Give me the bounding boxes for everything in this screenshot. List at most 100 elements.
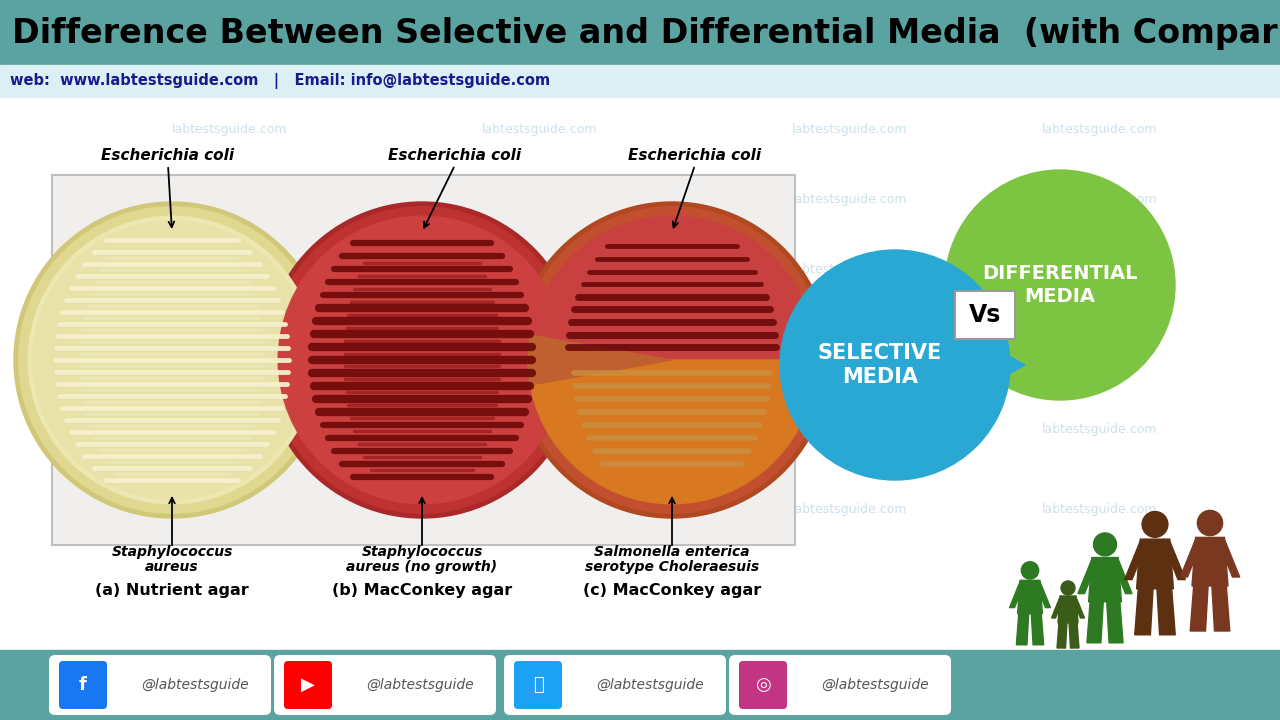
- Text: labtestsguide.com: labtestsguide.com: [1042, 423, 1157, 436]
- Text: labtestsguide.com: labtestsguide.com: [792, 503, 908, 516]
- Text: Escherichia coli: Escherichia coli: [628, 148, 762, 163]
- Polygon shape: [1212, 584, 1230, 631]
- Text: labtestsguide.com: labtestsguide.com: [792, 264, 908, 276]
- Polygon shape: [1087, 600, 1103, 643]
- Bar: [52, 175, 795, 545]
- Bar: [0, 650, 1280, 720]
- Circle shape: [1021, 562, 1038, 579]
- Polygon shape: [1137, 539, 1174, 589]
- Polygon shape: [1162, 541, 1185, 580]
- Circle shape: [264, 202, 580, 518]
- Circle shape: [19, 207, 325, 513]
- Polygon shape: [1036, 582, 1051, 608]
- Polygon shape: [1180, 539, 1203, 577]
- Text: labtestsguide.com: labtestsguide.com: [1042, 194, 1157, 207]
- Circle shape: [1197, 510, 1222, 536]
- Text: Staphylococcus: Staphylococcus: [111, 545, 233, 559]
- Polygon shape: [1018, 580, 1042, 613]
- Bar: [0, 65, 1280, 97]
- Circle shape: [780, 250, 1010, 480]
- Text: labtestsguide.com: labtestsguide.com: [1042, 124, 1157, 137]
- Text: labtestsguide.com: labtestsguide.com: [792, 194, 908, 207]
- Polygon shape: [1192, 537, 1228, 586]
- Text: @labtestsguide: @labtestsguide: [822, 678, 929, 692]
- Polygon shape: [1059, 596, 1078, 623]
- Text: labtestsguide.com: labtestsguide.com: [483, 124, 598, 137]
- Text: labtestsguide.com: labtestsguide.com: [173, 503, 288, 516]
- FancyBboxPatch shape: [739, 661, 787, 709]
- Text: labtestsguide.com: labtestsguide.com: [173, 124, 288, 137]
- Text: labtestsguide.com: labtestsguide.com: [173, 343, 288, 356]
- Polygon shape: [1016, 613, 1029, 645]
- Text: (b) MacConkey agar: (b) MacConkey agar: [332, 582, 512, 598]
- Text: Salmonella enterica: Salmonella enterica: [594, 545, 750, 559]
- Text: labtestsguide.com: labtestsguide.com: [792, 343, 908, 356]
- Polygon shape: [1111, 559, 1132, 593]
- Text: Staphylococcus: Staphylococcus: [361, 545, 483, 559]
- Text: ▶: ▶: [301, 676, 315, 694]
- Polygon shape: [1051, 597, 1064, 618]
- Bar: [0, 0, 1280, 65]
- FancyBboxPatch shape: [730, 655, 951, 715]
- Text: labtestsguide.com: labtestsguide.com: [483, 264, 598, 276]
- Polygon shape: [1032, 613, 1043, 645]
- Polygon shape: [1217, 539, 1240, 577]
- Text: web:  www.labtestsguide.com   |   Email: info@labtestsguide.com: web: www.labtestsguide.com | Email: info…: [10, 73, 550, 89]
- Circle shape: [33, 221, 311, 499]
- Text: DIFFERENTIAL
MEDIA: DIFFERENTIAL MEDIA: [982, 264, 1138, 306]
- Text: @labtestsguide: @labtestsguide: [596, 678, 704, 692]
- Text: (a) Nutrient agar: (a) Nutrient agar: [95, 582, 248, 598]
- FancyBboxPatch shape: [504, 655, 726, 715]
- Text: labtestsguide.com: labtestsguide.com: [483, 194, 598, 207]
- Text: @labtestsguide: @labtestsguide: [141, 678, 248, 692]
- Polygon shape: [1135, 587, 1153, 635]
- Circle shape: [1093, 533, 1116, 556]
- Circle shape: [945, 170, 1175, 400]
- Text: Escherichia coli: Escherichia coli: [388, 148, 521, 163]
- Text: serotype Choleraesuis: serotype Choleraesuis: [585, 560, 759, 574]
- Polygon shape: [1190, 584, 1208, 631]
- FancyBboxPatch shape: [49, 655, 271, 715]
- Text: @labtestsguide: @labtestsguide: [366, 678, 474, 692]
- Polygon shape: [1069, 622, 1079, 648]
- Text: ◎: ◎: [755, 676, 771, 694]
- Wedge shape: [529, 216, 815, 360]
- Polygon shape: [1010, 582, 1025, 608]
- Polygon shape: [1073, 597, 1084, 618]
- Text: (c) MacConkey agar: (c) MacConkey agar: [582, 582, 762, 598]
- Text: labtestsguide.com: labtestsguide.com: [173, 423, 288, 436]
- Circle shape: [1142, 511, 1167, 537]
- Text: labtestsguide.com: labtestsguide.com: [1042, 503, 1157, 516]
- Circle shape: [515, 202, 829, 518]
- Text: aureus: aureus: [145, 560, 198, 574]
- Text: labtestsguide.com: labtestsguide.com: [1042, 264, 1157, 276]
- Text: Vs: Vs: [969, 303, 1001, 327]
- Text: Difference Between Selective and Differential Media  (with Comparison Chart): Difference Between Selective and Differe…: [12, 17, 1280, 50]
- FancyBboxPatch shape: [284, 661, 332, 709]
- Circle shape: [28, 216, 316, 504]
- Text: labtestsguide.com: labtestsguide.com: [792, 423, 908, 436]
- FancyBboxPatch shape: [515, 661, 562, 709]
- Circle shape: [1061, 581, 1075, 595]
- Text: 🐦: 🐦: [532, 676, 544, 694]
- Text: labtestsguide.com: labtestsguide.com: [483, 503, 598, 516]
- Polygon shape: [1088, 557, 1121, 602]
- Circle shape: [14, 202, 330, 518]
- Wedge shape: [529, 360, 815, 504]
- FancyBboxPatch shape: [59, 661, 108, 709]
- Circle shape: [278, 216, 566, 504]
- Text: Escherichia coli: Escherichia coli: [101, 148, 234, 163]
- Text: labtestsguide.com: labtestsguide.com: [483, 423, 598, 436]
- Polygon shape: [1125, 541, 1148, 580]
- Text: f: f: [79, 676, 87, 694]
- Text: labtestsguide.com: labtestsguide.com: [483, 343, 598, 356]
- Text: labtestsguide.com: labtestsguide.com: [1042, 343, 1157, 356]
- Polygon shape: [1078, 559, 1098, 593]
- Polygon shape: [1057, 622, 1068, 648]
- Circle shape: [269, 207, 575, 513]
- Text: labtestsguide.com: labtestsguide.com: [173, 264, 288, 276]
- FancyBboxPatch shape: [955, 291, 1015, 339]
- Polygon shape: [1157, 587, 1175, 635]
- Polygon shape: [1107, 600, 1123, 643]
- Text: labtestsguide.com: labtestsguide.com: [173, 194, 288, 207]
